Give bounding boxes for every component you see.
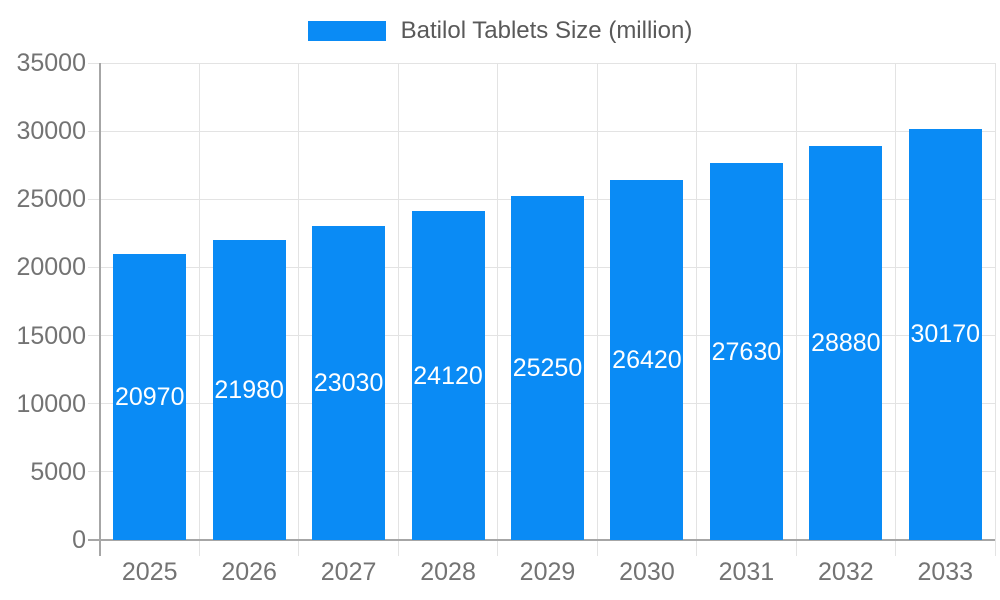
y-axis-tick-label: 25000: [16, 185, 86, 214]
legend-label: Batilol Tablets Size (million): [400, 17, 693, 44]
x-gridline: [696, 63, 698, 556]
bar-value-label: 21980: [214, 376, 284, 405]
x-axis-tick-label: 2025: [121, 558, 178, 586]
bar-2028[interactable]: [411, 211, 485, 540]
legend-swatch: [307, 21, 386, 41]
x-axis-tick-label: 2026: [221, 558, 277, 586]
bar-value-label: 23030: [313, 369, 384, 398]
y-axis-tick-label: 10000: [16, 389, 86, 418]
x-axis-tick-label: 2027: [320, 558, 377, 586]
bar-2031[interactable]: [709, 163, 783, 540]
bar-value-label: 20970: [114, 383, 185, 412]
x-gridline: [895, 63, 897, 556]
bar-2030[interactable]: [610, 179, 684, 540]
y-axis-tick-label: 30000: [16, 117, 86, 146]
bar-2032[interactable]: [809, 146, 883, 540]
bar-2027[interactable]: [312, 226, 386, 540]
bar-2029[interactable]: [511, 195, 584, 540]
bar-value-label: 27630: [711, 337, 782, 366]
y-axis-tick-label: 15000: [16, 321, 86, 350]
x-axis-tick-label: 2031: [718, 558, 775, 586]
bar-value-label: 28880: [811, 329, 881, 358]
bar-value-label: 26420: [612, 345, 682, 374]
bar-2026[interactable]: [212, 240, 286, 540]
y-gridline: [88, 62, 995, 64]
x-gridline: [994, 63, 996, 556]
y-axis-line: [99, 63, 101, 556]
bar-value-label: 25250: [512, 353, 583, 382]
y-axis-tick-label: 35000: [16, 49, 86, 77]
x-gridline: [596, 63, 598, 556]
x-gridline: [795, 63, 797, 556]
x-axis-tick-label: 2028: [420, 558, 476, 586]
x-gridline: [397, 63, 399, 556]
x-axis-tick-label: 2033: [917, 558, 974, 586]
y-gridline: [88, 130, 995, 132]
x-axis-line: [88, 539, 995, 541]
y-axis-tick-label: 0: [72, 526, 86, 554]
x-gridline: [198, 63, 200, 556]
x-axis-tick-label: 2032: [818, 558, 874, 586]
x-gridline: [497, 63, 499, 556]
bar-value-label: 30170: [910, 320, 981, 349]
y-axis-tick-label: 5000: [30, 457, 86, 486]
bar-2025[interactable]: [113, 254, 187, 540]
x-gridline: [298, 63, 300, 556]
bar-2033[interactable]: [908, 128, 982, 540]
bar-value-label: 24120: [413, 361, 483, 390]
legend[interactable]: Batilol Tablets Size (million): [0, 18, 1000, 44]
y-axis-tick-label: 20000: [16, 253, 86, 282]
x-axis-tick-label: 2030: [619, 558, 675, 586]
x-axis-tick-label: 2029: [519, 558, 576, 586]
